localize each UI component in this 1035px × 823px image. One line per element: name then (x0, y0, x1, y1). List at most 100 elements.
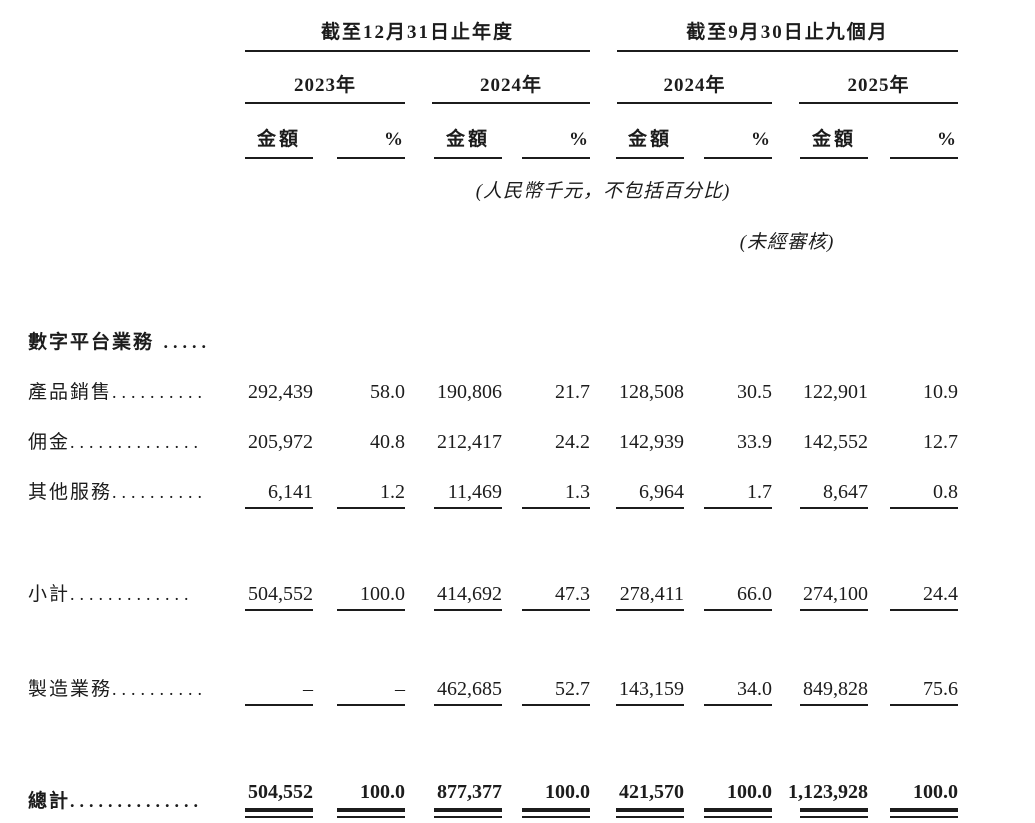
header-body-gap (28, 262, 958, 314)
amount-column-header: 金額 (218, 104, 313, 159)
table-row: 產品銷售.......... 292,439 58.0 190,806 21.7 128,… (28, 364, 958, 414)
amount-cell: 212,417 (437, 431, 502, 453)
percent-cell: 1.7 (684, 464, 773, 514)
row-label: 製造業務.......... (28, 661, 218, 711)
percent-cell: 0.8 (868, 464, 959, 514)
row-label-text: 產品銷售 (28, 382, 113, 403)
currency-note: (人民幣千元，不包括百分比) (475, 181, 731, 202)
amount-cell: 6,141 (218, 464, 313, 514)
section-gap (28, 616, 958, 661)
amount-column-header: 金額 (772, 104, 869, 159)
period-header-row: 截至12月31日止年度 截至9月30日止九個月 (28, 0, 959, 52)
amount-cell: 205,972 (248, 431, 313, 453)
row-label-text: 小計 (28, 584, 71, 605)
percent-cell: 100.0 (868, 756, 959, 823)
row-label: 數字平台業務 ..... (28, 314, 218, 364)
percent-cell: 66.0 (684, 566, 773, 616)
percent-cell (684, 314, 772, 364)
leader-dots: ............. (70, 584, 194, 604)
period-header-annual: 截至12月31日止年度 (218, 0, 591, 52)
row-label: 佣金.............. (28, 414, 218, 464)
leader-dots: ..... (154, 332, 212, 352)
percent-cell: 24.4 (868, 566, 959, 616)
percent-cell: 52.7 (502, 661, 591, 711)
percent-cell: 24.2 (555, 431, 591, 453)
document-page: 截至12月31日止年度 截至9月30日止九個月 2023年 2024年 2024… (28, 22, 959, 818)
amount-cell (772, 314, 868, 364)
year-header-2024: 2024年 (405, 52, 591, 104)
percent-cell (502, 314, 590, 364)
percent-cell: 34.0 (684, 661, 773, 711)
percent-column-header: % (313, 104, 405, 159)
amount-cell: 504,552 (218, 756, 313, 823)
row-label-text: 其他服務 (28, 482, 113, 503)
amount-cell (590, 314, 684, 364)
amount-column-header: 金額 (405, 104, 502, 159)
percent-cell: 100.0 (502, 756, 591, 823)
percent-cell: 30.5 (737, 381, 773, 403)
percent-cell: 100.0 (313, 756, 405, 823)
row-label: 其他服務.......... (28, 464, 218, 514)
amount-cell: 278,411 (590, 566, 685, 616)
amount-cell: 142,939 (619, 431, 685, 453)
percent-cell: 75.6 (868, 661, 959, 711)
amount-cell (405, 314, 502, 364)
percent-cell: 33.9 (737, 431, 773, 453)
column-header-row: 金額 % 金額 % 金額 % 金額 % (28, 104, 959, 159)
table-row: 總計.............. 504,552 100.0 877,377 100.0… (28, 756, 959, 823)
percent-cell (313, 314, 405, 364)
row-label: 總計.............. (28, 756, 218, 823)
table-body: 數字平台業務 ..... 產品銷售.......... 292,439 58.0 190… (28, 314, 959, 823)
table-row: 數字平台業務 ..... (28, 314, 958, 364)
section-gap (28, 711, 958, 756)
row-label: 產品銷售.......... (28, 364, 218, 414)
unaudited-note: (未經審核) (739, 232, 835, 253)
table-row: 製造業務.......... – –462,685 52.7 143,159 34.0 84… (28, 661, 959, 711)
leader-dots: .......... (112, 482, 208, 502)
percent-cell: 40.8 (370, 431, 405, 453)
percent-cell: 1.3 (502, 464, 591, 514)
year-header-row: 2023年 2024年 2024年 2025年 (28, 52, 959, 104)
percent-cell: 100.0 (313, 566, 405, 616)
currency-note-row: (人民幣千元，不包括百分比) (28, 159, 958, 211)
amount-cell: 122,901 (803, 381, 869, 403)
amount-cell: 414,692 (405, 566, 502, 616)
percent-cell: 10.9 (923, 381, 959, 403)
amount-cell: 421,570 (590, 756, 685, 823)
year-header-2025: 2025年 (772, 52, 959, 104)
table-row: 佣金.............. 205,972 40.8 212,417 24.2 14… (28, 414, 958, 464)
year-header-2023: 2023年 (218, 52, 405, 104)
percent-cell: 58.0 (370, 381, 405, 403)
amount-cell: 274,100 (772, 566, 869, 616)
amount-cell: 143,159 (590, 661, 685, 711)
financial-table: 截至12月31日止年度 截至9月30日止九個月 2023年 2024年 2024… (28, 0, 959, 823)
year-header-2024-nine-month: 2024年 (590, 52, 773, 104)
leader-dots: .............. (70, 432, 204, 452)
amount-cell: 1,123,928 (772, 756, 869, 823)
amount-column-header: 金額 (590, 104, 685, 159)
amount-cell: 6,964 (590, 464, 685, 514)
percent-column-header: % (684, 104, 773, 159)
amount-cell (218, 314, 313, 364)
section-gap (28, 514, 958, 566)
amount-cell: 849,828 (772, 661, 869, 711)
label-column-header (28, 0, 218, 52)
percent-cell: 21.7 (555, 381, 591, 403)
percent-cell (868, 314, 958, 364)
amount-cell: 877,377 (405, 756, 502, 823)
period-header-nine-month: 截至9月30日止九個月 (590, 0, 959, 52)
percent-cell: 12.7 (923, 431, 959, 453)
amount-cell: 8,647 (772, 464, 869, 514)
amount-cell: 462,685 (405, 661, 502, 711)
percent-column-header: % (868, 104, 959, 159)
amount-cell: – (218, 661, 313, 711)
row-label-text: 數字平台業務 (28, 332, 155, 353)
table-row: 小計............. 504,552 100.0 414,692 47.3 27… (28, 566, 959, 616)
row-label-text: 總計 (28, 791, 71, 812)
percent-cell: 47.3 (502, 566, 591, 616)
amount-cell: 142,552 (803, 431, 869, 453)
percent-cell: – (313, 661, 405, 711)
amount-cell: 504,552 (218, 566, 313, 616)
amount-cell: 292,439 (248, 381, 313, 403)
unaudited-note-row: (未經審核) (28, 211, 958, 262)
